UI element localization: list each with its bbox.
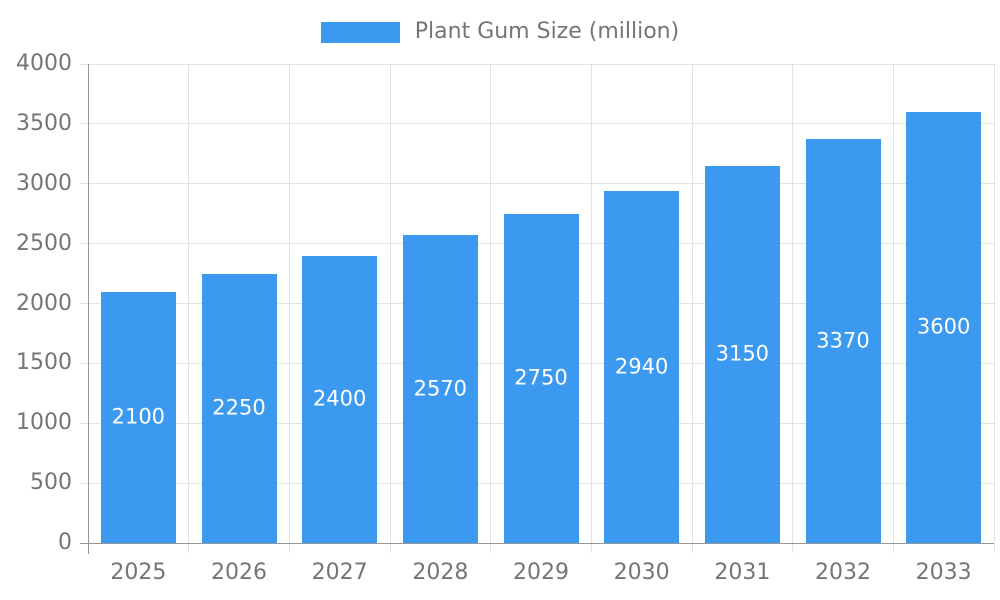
bar-value-label: 2570 xyxy=(413,376,468,401)
bar-2032[interactable]: 3370 xyxy=(805,139,881,543)
bar-2025[interactable]: 2100 xyxy=(100,291,176,543)
y-axis-tick-label: 2500 xyxy=(16,230,72,256)
gridline-vertical xyxy=(892,64,894,543)
bar-value-label: 2940 xyxy=(614,354,669,379)
legend-label: Plant Gum Size (million) xyxy=(414,19,680,44)
y-axis-tick-label: 1500 xyxy=(16,350,72,376)
y-axis-tick xyxy=(80,63,88,65)
bar-2027[interactable]: 2400 xyxy=(302,255,378,543)
x-axis-tick-label: 2030 xyxy=(613,560,670,585)
y-axis-tick-label: 4000 xyxy=(16,51,72,76)
y-axis-tick xyxy=(80,123,88,125)
x-axis-line xyxy=(80,543,994,544)
y-axis-tick xyxy=(80,183,88,185)
x-axis-tick xyxy=(288,543,290,553)
y-axis-tick xyxy=(80,303,88,304)
x-axis-tick xyxy=(490,543,492,553)
gridline-vertical xyxy=(691,64,693,543)
bar-2028[interactable]: 2570 xyxy=(402,235,478,543)
gridline-horizontal xyxy=(88,63,994,65)
x-axis-tick-label: 2031 xyxy=(714,560,771,585)
gridline-vertical xyxy=(993,64,995,543)
x-axis-tick xyxy=(792,543,794,553)
y-axis-tick-label: 0 xyxy=(58,530,72,555)
x-axis-tick xyxy=(892,543,894,553)
bar-2030[interactable]: 2940 xyxy=(604,190,680,543)
x-axis-tick-label: 2029 xyxy=(512,560,569,585)
legend-swatch-icon xyxy=(320,21,400,43)
y-axis-tick xyxy=(80,243,88,245)
gridline-vertical xyxy=(490,64,492,543)
gridline-vertical xyxy=(590,64,592,543)
bar-2029[interactable]: 2750 xyxy=(503,213,579,543)
bar-value-label: 2750 xyxy=(514,365,568,390)
x-axis-tick-label: 2026 xyxy=(210,560,267,585)
x-axis-tick-label: 2025 xyxy=(110,560,167,585)
bar-value-label: 2250 xyxy=(212,395,266,420)
y-axis-tick xyxy=(80,422,88,424)
x-axis-tick-label: 2027 xyxy=(311,560,368,585)
y-axis-tick-label: 500 xyxy=(30,470,72,496)
y-axis-tick-label: 2000 xyxy=(16,290,72,316)
x-axis-tick-label: 2032 xyxy=(814,560,871,585)
y-axis-tick-label: 3500 xyxy=(16,110,72,136)
y-axis-line xyxy=(88,64,89,554)
x-axis-tick xyxy=(691,543,693,553)
bar-value-label: 3150 xyxy=(715,341,770,366)
plot-area: 0 500 1000 1500 2000 2500 3000 3500 4000 2100 2025… xyxy=(16,53,995,585)
legend-item[interactable]: Plant Gum Size (million) xyxy=(320,19,680,44)
x-axis-tick xyxy=(188,543,190,553)
gridline-vertical xyxy=(792,64,794,543)
bar-value-label: 3600 xyxy=(916,314,971,339)
x-axis-tick-label: 2033 xyxy=(915,560,972,585)
bar-2031[interactable]: 3150 xyxy=(704,165,780,543)
bar-value-label: 2400 xyxy=(312,386,367,411)
gridline-vertical xyxy=(389,64,391,543)
bar-2033[interactable]: 3600 xyxy=(906,111,982,543)
y-axis-tick xyxy=(80,482,88,484)
y-axis-tick-label: 1000 xyxy=(16,410,72,436)
legend-container: Plant Gum Size (million) xyxy=(0,21,1000,43)
x-axis-tick xyxy=(389,543,391,553)
gridline-vertical xyxy=(188,64,190,543)
bar-value-label: 2100 xyxy=(111,404,166,429)
gridline-horizontal xyxy=(88,183,994,185)
x-axis-tick xyxy=(590,543,592,553)
gridline-vertical xyxy=(288,64,290,543)
y-axis-tick-label: 3000 xyxy=(16,170,72,196)
x-axis-tick-label: 2028 xyxy=(412,560,469,585)
bar-2026[interactable]: 2250 xyxy=(201,273,277,543)
y-axis-tick xyxy=(80,362,88,364)
gridline-horizontal xyxy=(88,123,994,125)
x-axis-tick xyxy=(993,543,995,553)
bar-value-label: 3370 xyxy=(816,328,870,353)
